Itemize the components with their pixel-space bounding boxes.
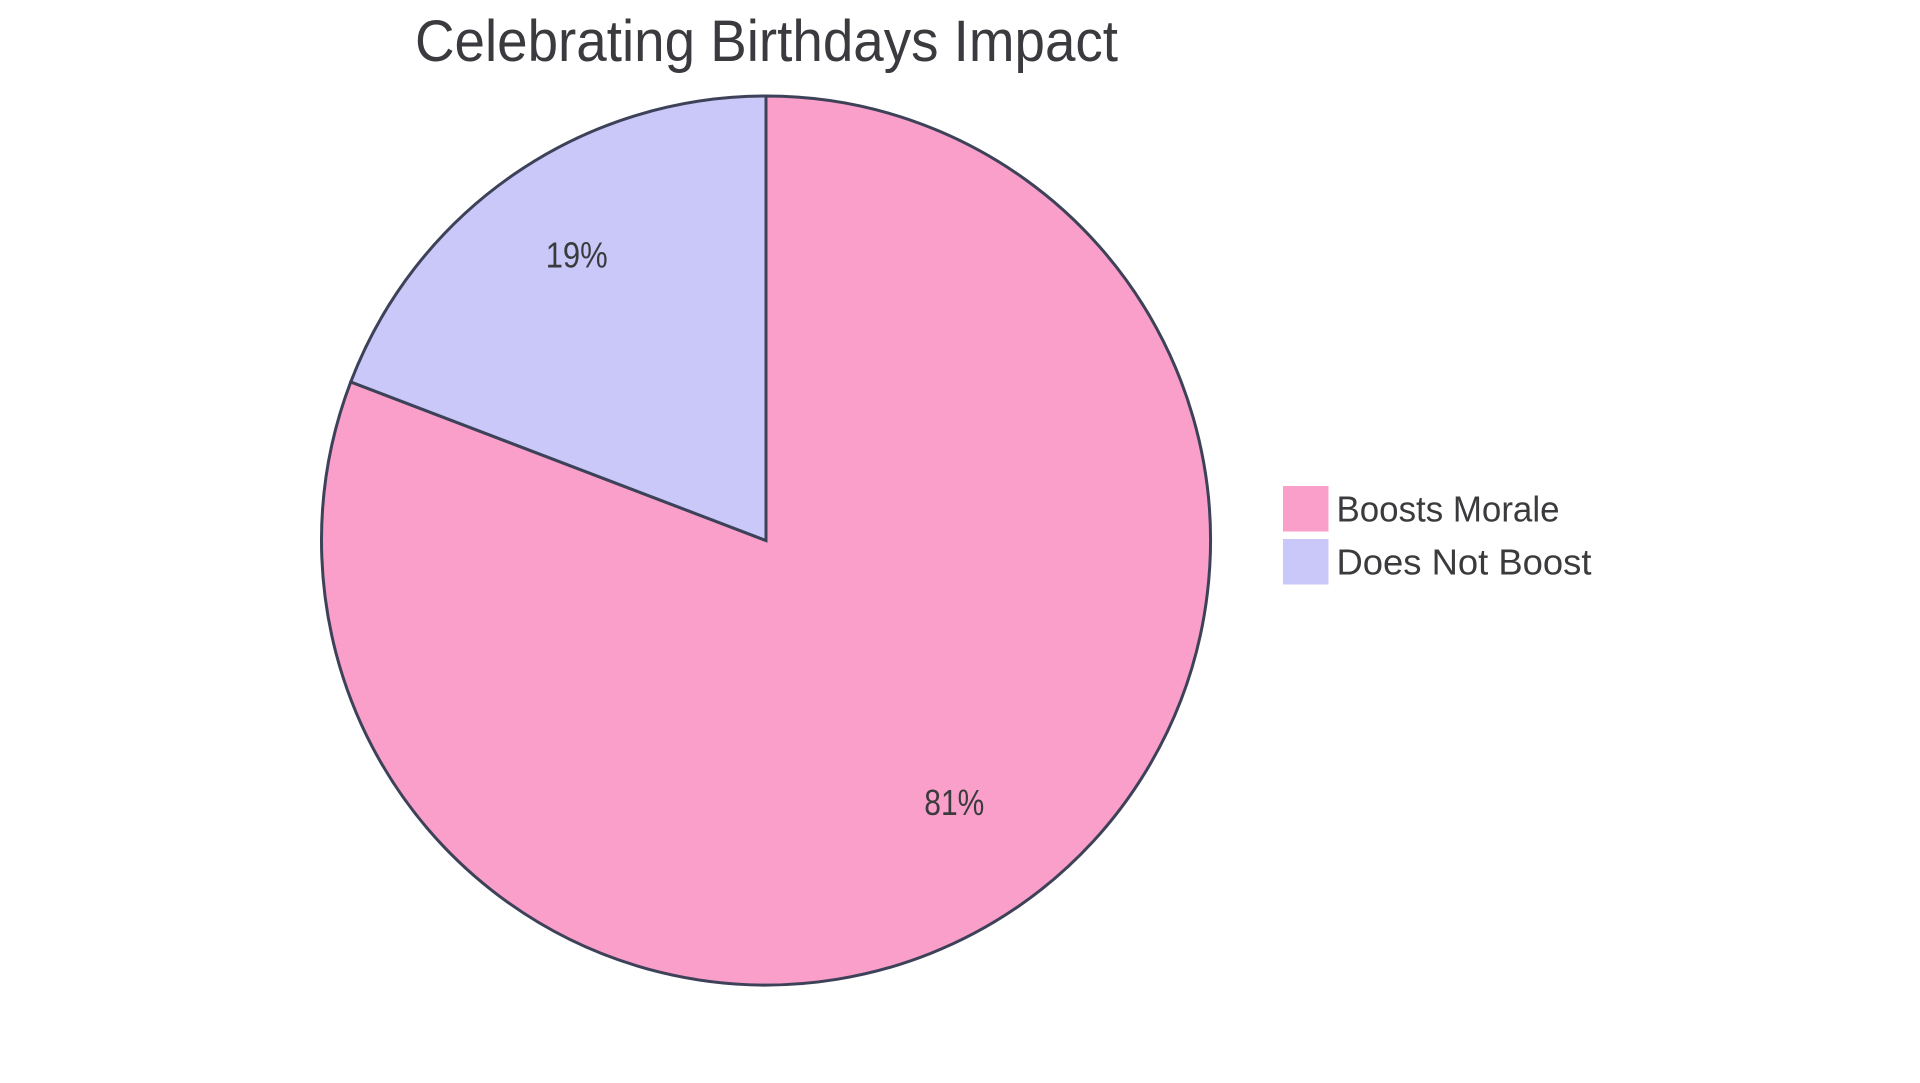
svg-text:Does Not Boost: Does Not Boost	[1337, 542, 1592, 583]
svg-text:19%: 19%	[546, 235, 608, 276]
svg-text:81%: 81%	[924, 782, 984, 823]
svg-text:Celebrating Birthdays Impact: Celebrating Birthdays Impact	[415, 9, 1118, 74]
svg-text:Boosts Morale: Boosts Morale	[1337, 489, 1560, 530]
